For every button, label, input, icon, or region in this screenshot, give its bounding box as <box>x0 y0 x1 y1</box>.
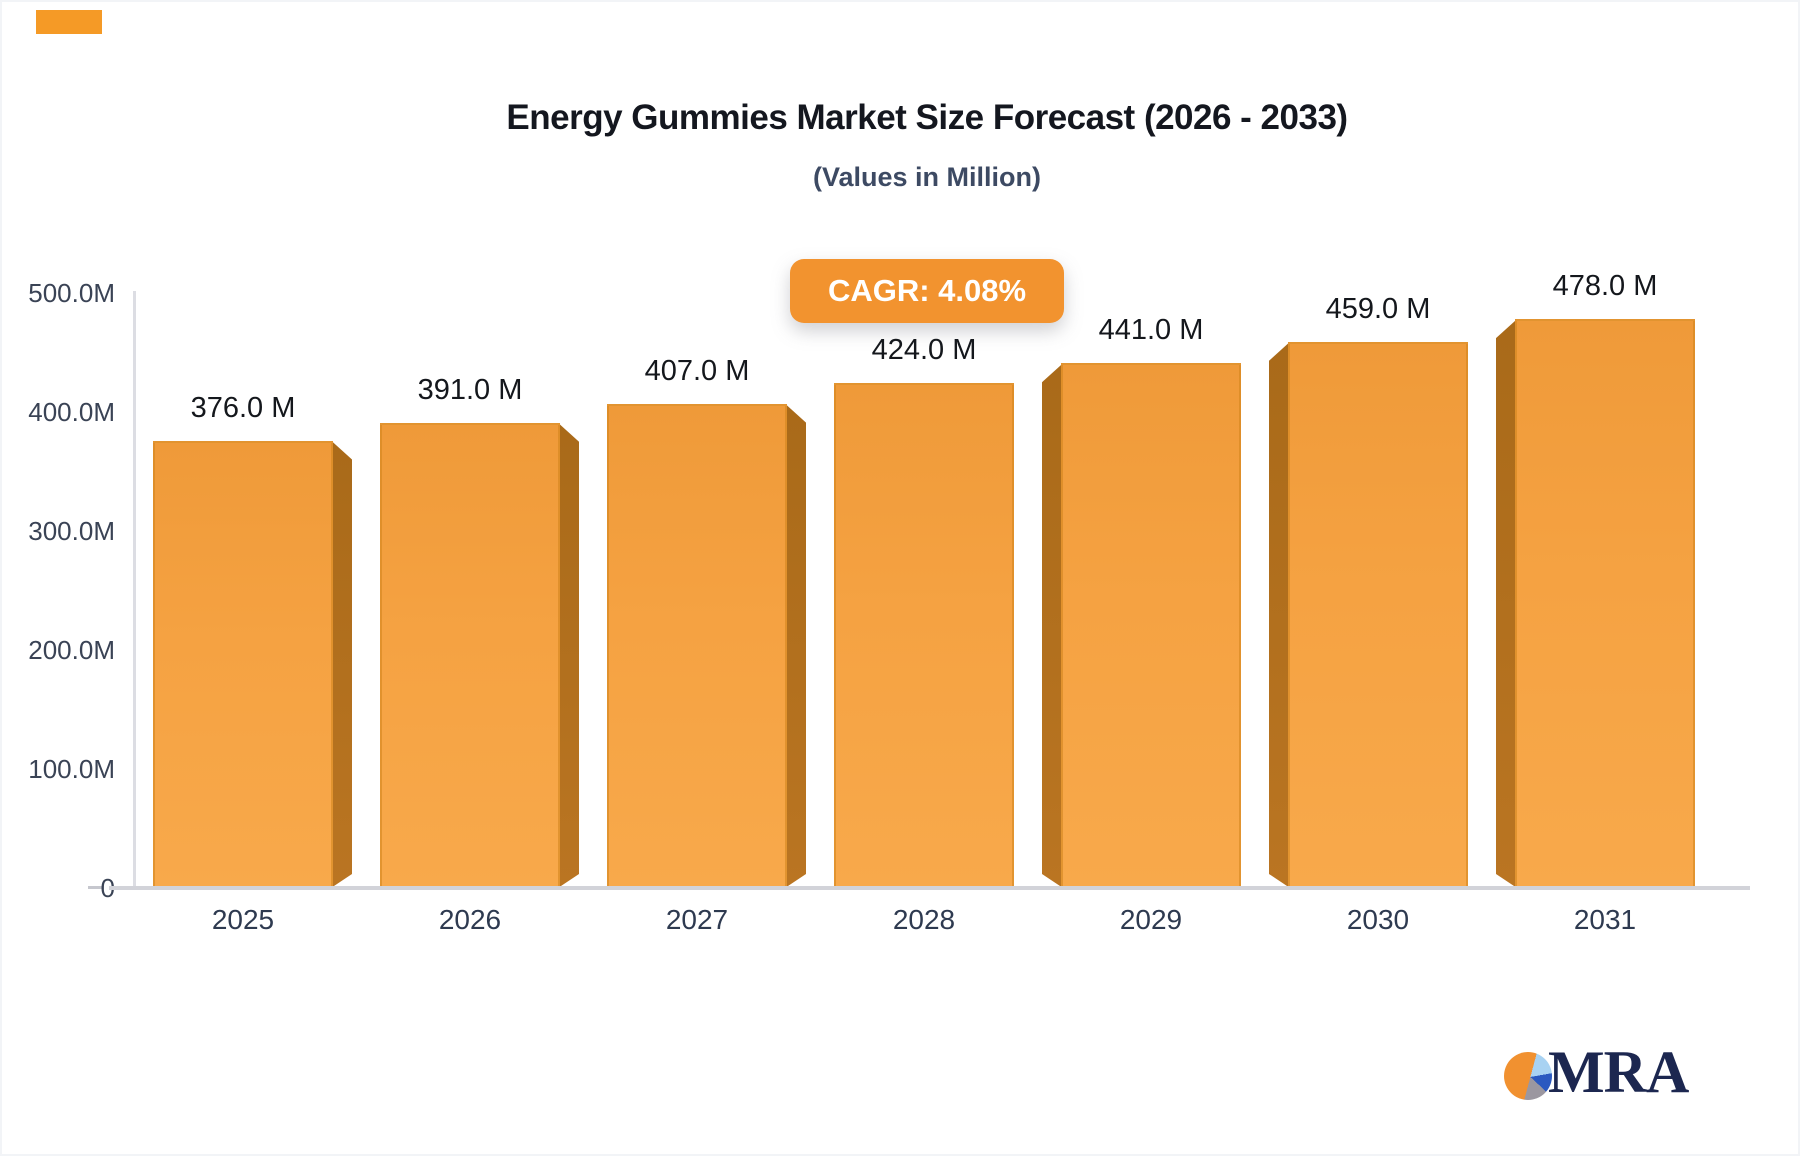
x-axis-tick-label-2030: 2030 <box>1346 904 1410 935</box>
bar-2030[interactable] <box>1288 341 1468 888</box>
chart-subtitle: (Values in Million) <box>812 162 1042 192</box>
bar-side-face-2025 <box>331 441 352 888</box>
bar-2026[interactable] <box>380 422 560 888</box>
bar-value-label-2025: 376.0 M <box>190 391 296 424</box>
bar-value-label-2031: 478.0 M <box>1552 270 1658 303</box>
y-axis-line <box>133 291 136 888</box>
bar-side-face-2027 <box>785 404 806 888</box>
y-axis-tick-label-100.0M: 100.0M <box>28 754 115 784</box>
bar-side-face-2030 <box>1269 342 1290 888</box>
x-axis-tick-label-2029: 2029 <box>1119 904 1183 935</box>
bar-side-face-2026 <box>558 423 579 888</box>
corner-accent-mark <box>36 10 102 34</box>
y-axis-tick-label-500.0M: 500.0M <box>28 278 115 308</box>
chart-title: Energy Gummies Market Size Forecast (202… <box>506 98 1348 137</box>
bar-value-label-2027: 407.0 M <box>644 354 750 387</box>
y-axis-tick-label-0: 0 <box>100 873 115 903</box>
bar-2029[interactable] <box>1061 363 1241 888</box>
bar-side-face-2029 <box>1042 363 1063 888</box>
mra-logo: MRA <box>1504 1038 1689 1107</box>
cagr-badge: CAGR: 4.08% <box>790 259 1064 323</box>
cagr-badge-label: CAGR: 4.08% <box>827 273 1027 308</box>
bar-2025[interactable] <box>153 440 333 888</box>
zero-tick-mark <box>88 886 104 889</box>
x-axis-tick-label-2028: 2028 <box>892 904 956 935</box>
x-axis-baseline <box>109 886 1750 890</box>
x-axis-tick-label-2031: 2031 <box>1573 904 1637 935</box>
bar-value-label-2026: 391.0 M <box>417 373 523 406</box>
x-axis-tick-label-2026: 2026 <box>438 904 502 935</box>
pie-chart-logo-icon <box>1504 1051 1552 1100</box>
bar-value-label-2028: 424.0 M <box>871 334 977 367</box>
bar-2028[interactable] <box>834 383 1014 888</box>
y-axis-tick-label-300.0M: 300.0M <box>28 516 115 546</box>
bar-side-face-2031 <box>1496 319 1517 888</box>
bar-2031[interactable] <box>1515 319 1695 888</box>
y-axis-tick-label-200.0M: 200.0M <box>28 635 115 665</box>
x-axis-tick-label-2027: 2027 <box>665 904 729 935</box>
logo-text: MRA <box>1548 1039 1689 1105</box>
bar-value-label-2030: 459.0 M <box>1325 292 1431 325</box>
bar-value-label-2029: 441.0 M <box>1098 314 1204 347</box>
y-axis-tick-label-400.0M: 400.0M <box>28 397 115 427</box>
x-axis-tick-label-2025: 2025 <box>211 904 275 935</box>
bar-2027[interactable] <box>607 403 787 888</box>
